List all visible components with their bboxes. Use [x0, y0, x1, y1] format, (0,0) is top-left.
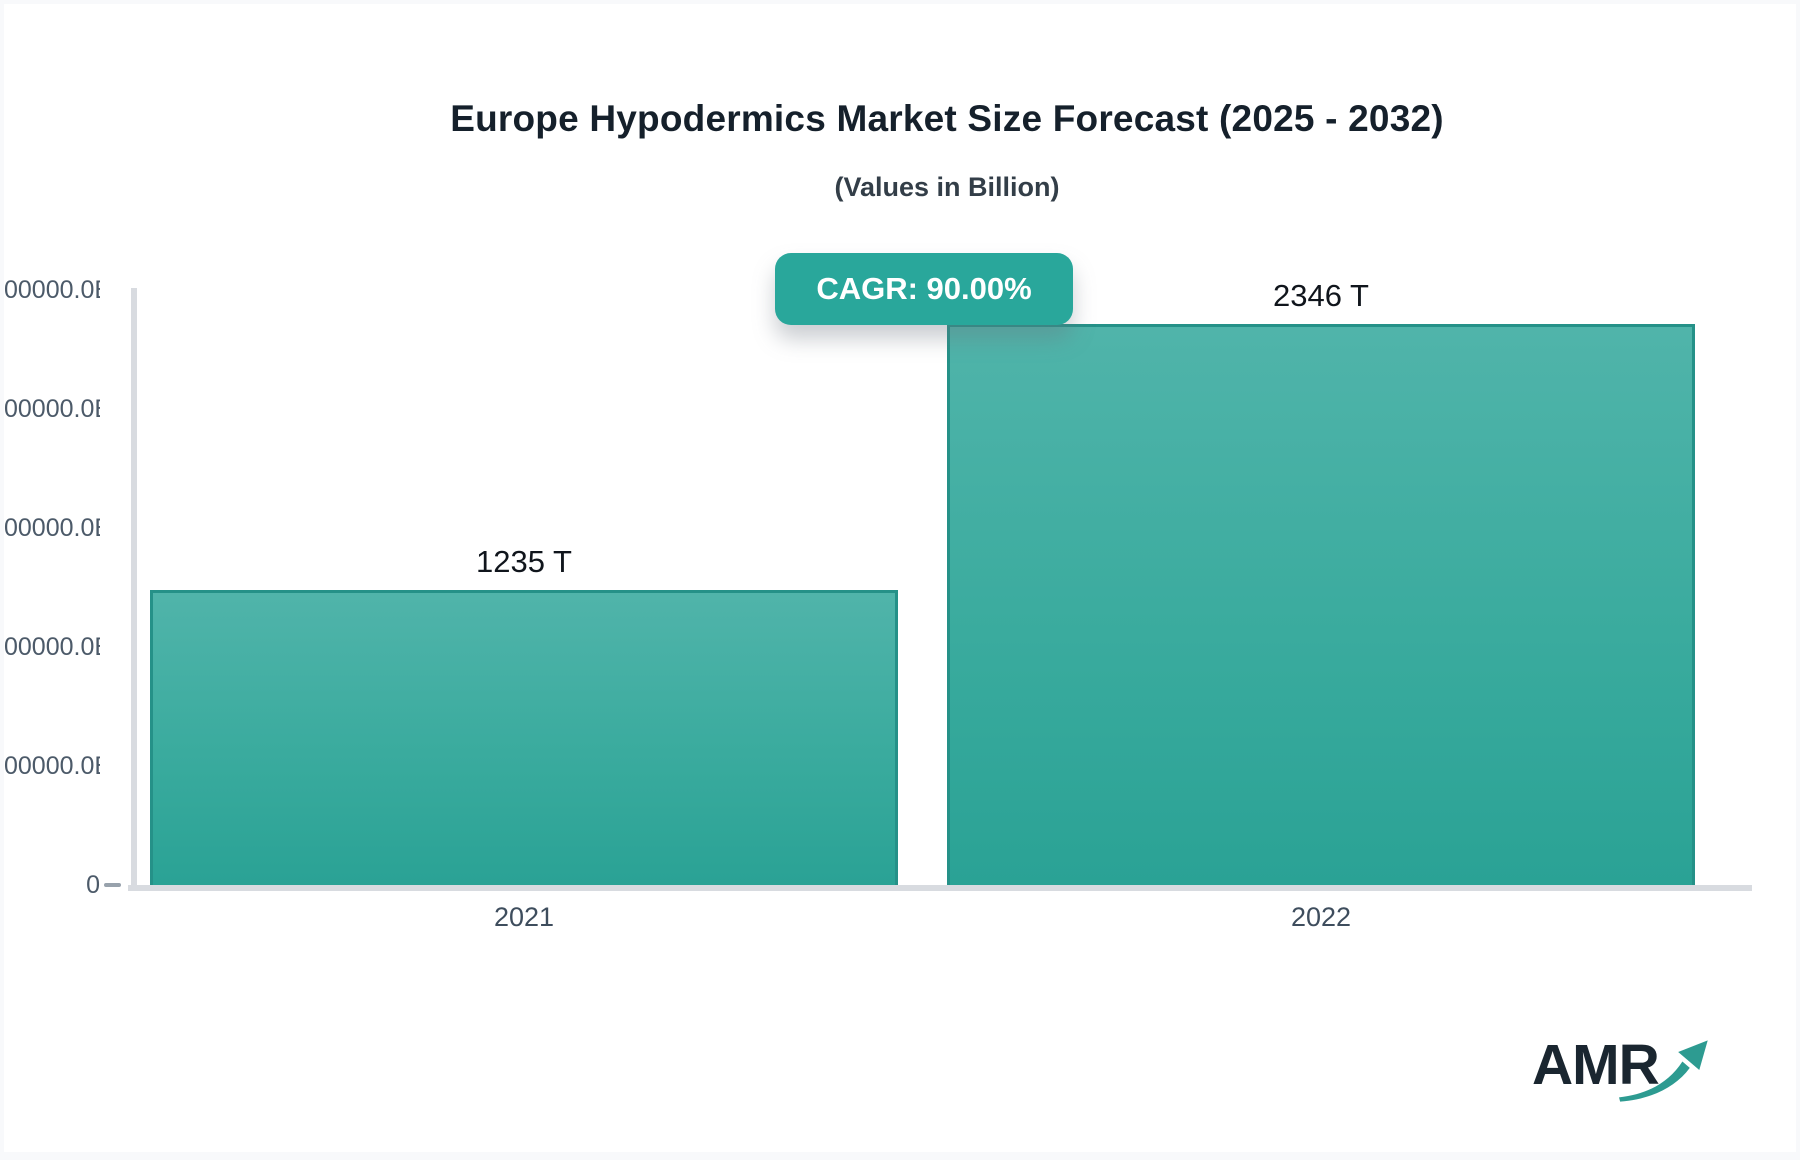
- amr-logo: AMR: [1532, 1032, 1712, 1112]
- y-tick-label: 00000.0B: [4, 752, 100, 780]
- amr-logo-text: AMR: [1532, 1033, 1660, 1097]
- bar-value-label-2022: 2346 T: [1273, 278, 1369, 313]
- chart-subtitle: (Values in Billion): [834, 172, 1060, 202]
- bar-2022: [947, 324, 1695, 885]
- y-axis-line: [131, 288, 137, 891]
- bar-value-label-2021: 1235 T: [476, 544, 572, 579]
- chart-title: Europe Hypodermics Market Size Forecast …: [450, 98, 1444, 139]
- y-tick-label-zero: 0: [86, 871, 100, 899]
- x-axis-line: [128, 885, 1752, 891]
- x-axis-label-2021: 2021: [493, 902, 555, 932]
- y-tick-label: 00000.0B: [4, 514, 100, 542]
- bar-2021: [150, 590, 898, 885]
- y-tick-label: 00000.0B: [4, 395, 100, 423]
- y-tick-label: 00000.0B: [4, 276, 100, 304]
- zero-tick-mark: [104, 883, 121, 887]
- cagr-badge: CAGR: 90.00%: [775, 253, 1073, 325]
- chart-canvas: Europe Hypodermics Market Size Forecast …: [4, 4, 1796, 1152]
- y-tick-label: 00000.0B: [4, 633, 100, 661]
- x-axis-label-2022: 2022: [1290, 902, 1352, 932]
- growth-arrow-icon: [1618, 1038, 1713, 1109]
